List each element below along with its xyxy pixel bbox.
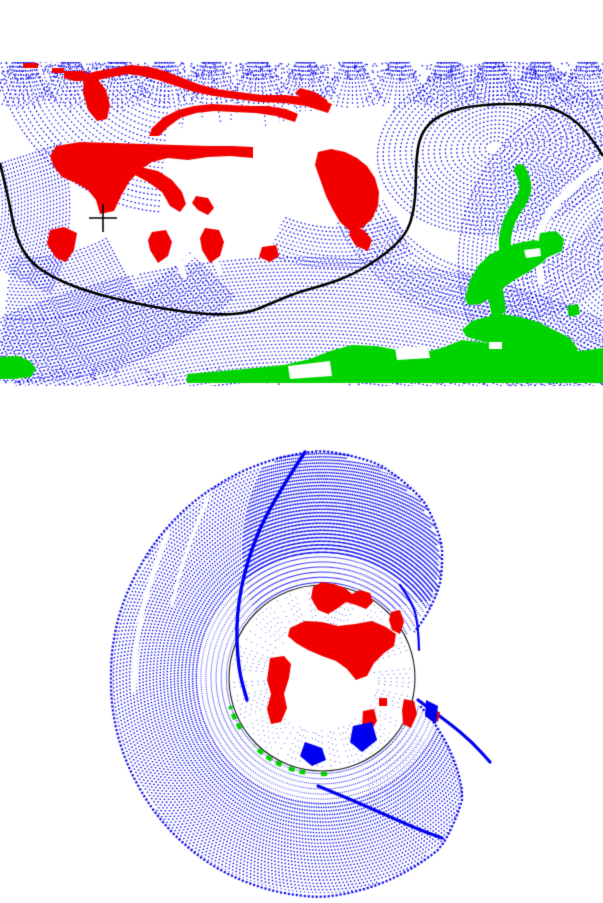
synoptic-map-canvas — [0, 0, 603, 430]
polar-view-canvas — [0, 430, 603, 903]
